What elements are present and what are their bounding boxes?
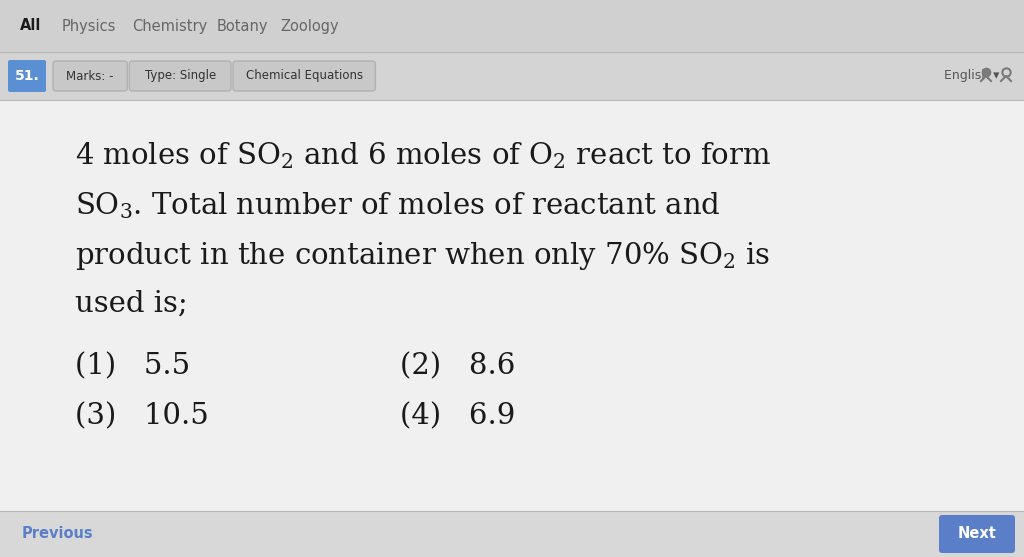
Text: Chemistry: Chemistry: [132, 18, 207, 33]
Text: SO$_3$. Total number of moles of reactant and: SO$_3$. Total number of moles of reactan…: [75, 190, 721, 221]
Text: (4)   6.9: (4) 6.9: [400, 402, 515, 430]
Text: Previous: Previous: [22, 526, 93, 541]
Text: product in the container when only 70% SO$_2$ is: product in the container when only 70% S…: [75, 240, 770, 272]
Text: used is;: used is;: [75, 290, 187, 318]
Text: Marks: -: Marks: -: [67, 70, 114, 82]
FancyBboxPatch shape: [0, 100, 1024, 557]
Text: Botany: Botany: [217, 18, 268, 33]
FancyBboxPatch shape: [233, 61, 376, 91]
Text: Next: Next: [957, 526, 996, 541]
FancyBboxPatch shape: [8, 60, 46, 92]
Text: 51.: 51.: [14, 69, 39, 83]
Text: Physics: Physics: [61, 18, 116, 33]
Text: All: All: [20, 18, 41, 33]
FancyBboxPatch shape: [0, 100, 1024, 511]
FancyBboxPatch shape: [939, 515, 1015, 553]
Text: Chemical Equations: Chemical Equations: [246, 70, 362, 82]
Text: Zoology: Zoology: [280, 18, 339, 33]
Text: English ▾: English ▾: [944, 70, 999, 82]
Text: 4 moles of SO$_2$ and 6 moles of O$_2$ react to form: 4 moles of SO$_2$ and 6 moles of O$_2$ r…: [75, 140, 771, 171]
FancyBboxPatch shape: [0, 0, 1024, 52]
Text: Type: Single: Type: Single: [144, 70, 216, 82]
FancyBboxPatch shape: [0, 511, 1024, 557]
Text: (1)   5.5: (1) 5.5: [75, 352, 190, 380]
FancyBboxPatch shape: [129, 61, 231, 91]
Text: (2)   8.6: (2) 8.6: [400, 352, 515, 380]
FancyBboxPatch shape: [0, 52, 1024, 100]
FancyBboxPatch shape: [53, 61, 127, 91]
Text: (3)   10.5: (3) 10.5: [75, 402, 209, 430]
